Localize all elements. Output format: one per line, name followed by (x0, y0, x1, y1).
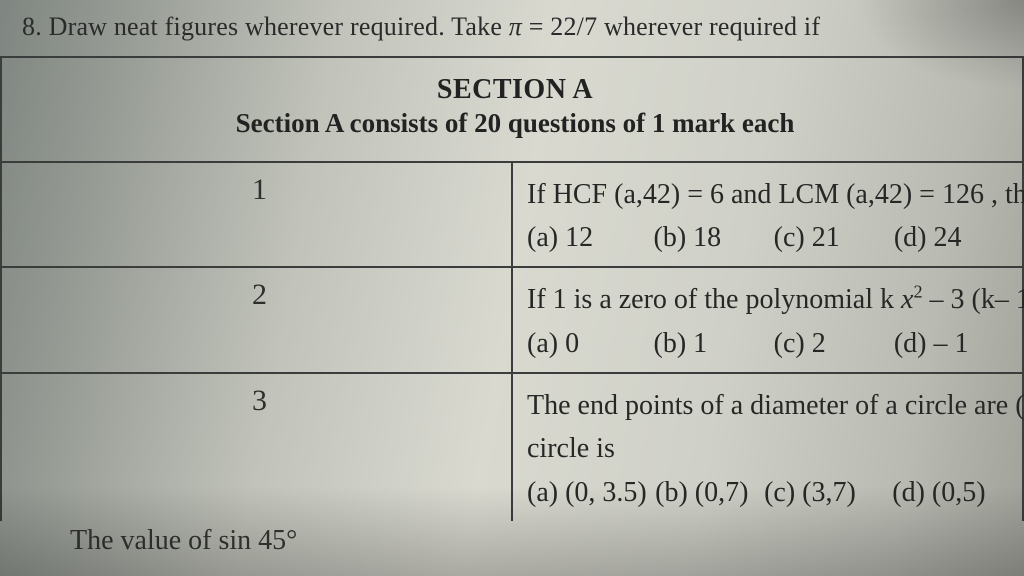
option-a: (a) 12 (527, 222, 654, 254)
worksheet-photo: 8. Draw neat figures wherever required. … (0, 0, 1024, 576)
option-d: (d) (0,5) (892, 477, 1014, 509)
section-header-row: SECTION A Section A consists of 20 quest… (1, 57, 1023, 162)
cutoff-next-question: The value of sin 45° (0, 521, 1024, 557)
question-row-1: 1 If HCF (a,42) = 6 and LCM (a,42) = 126… (1, 162, 1023, 267)
question-row-3: 3 The end points of a diameter of a circ… (1, 373, 1023, 521)
question-text-line1: The end points of a diameter of a circle… (527, 384, 1014, 427)
option-c: (c) 2 (774, 328, 894, 360)
instruction-number: 8. (22, 12, 42, 41)
section-subtitle: Section A consists of 20 questions of 1 … (16, 108, 1014, 139)
option-a: (a) (0, 3.5) (527, 477, 655, 509)
question-text: If HCF (a,42) = 6 and LCM (a,42) = 126 ,… (527, 173, 1014, 216)
options-row: (a) 0 (b) 1 (c) 2 (d) – 1 (527, 328, 1014, 360)
question-number: 2 (1, 267, 512, 372)
question-text: If 1 is a zero of the polynomial k x2 – … (527, 278, 1014, 321)
exam-table: SECTION A Section A consists of 20 quest… (0, 56, 1024, 521)
instruction-line: 8. Draw neat figures wherever required. … (0, 10, 1024, 56)
option-d: (d) – 1 (894, 328, 1014, 360)
option-b: (b) 18 (654, 222, 774, 254)
question-number: 1 (1, 162, 512, 267)
option-a: (a) 0 (527, 328, 654, 360)
instruction-text-b: = 22/7 wherever required if (522, 12, 820, 41)
question-row-2: 2 If 1 is a zero of the polynomial k x2 … (1, 267, 1023, 372)
pi-symbol: π (509, 12, 522, 41)
option-b: (b) 1 (654, 328, 774, 360)
instruction-text-a: Draw neat figures wherever required. Tak… (49, 12, 509, 41)
section-title: SECTION A (16, 74, 1014, 106)
options-row: (a) (0, 3.5) (b) (0,7) (c) (3,7) (d) (0,… (527, 477, 1014, 509)
option-c: (c) 21 (774, 222, 894, 254)
option-c: (c) (3,7) (764, 477, 892, 509)
question-text-line2: circle is (527, 427, 1014, 470)
option-b: (b) (0,7) (655, 477, 764, 509)
question-number: 3 (1, 373, 512, 521)
option-d: (d) 24 (894, 222, 1014, 254)
section-header: SECTION A Section A consists of 20 quest… (16, 68, 1014, 149)
options-row: (a) 12 (b) 18 (c) 21 (d) 24 (527, 222, 1014, 254)
